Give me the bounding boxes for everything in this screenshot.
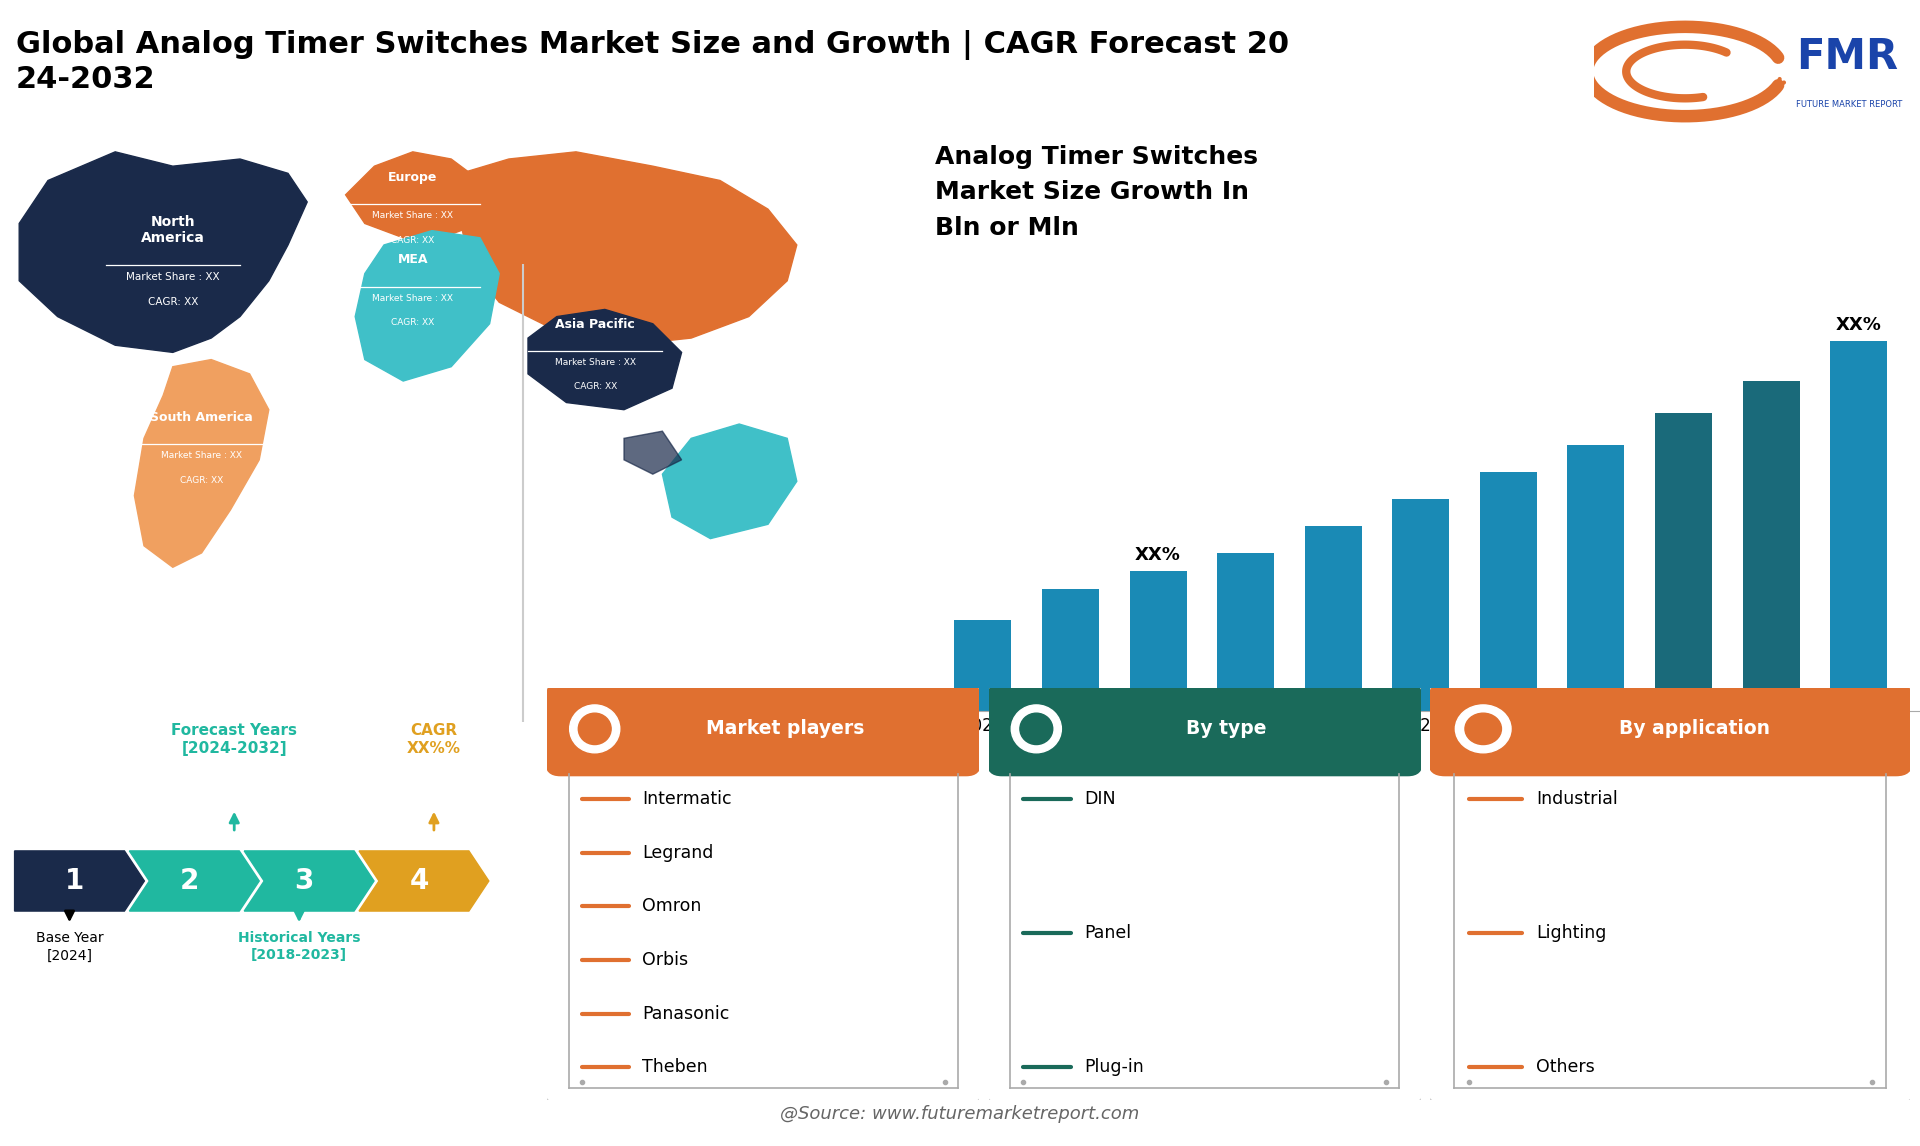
Circle shape: [570, 705, 620, 753]
Polygon shape: [134, 360, 269, 567]
Text: Analog Timer Switches
Market Size Growth In
Bln or Mln: Analog Timer Switches Market Size Growth…: [935, 144, 1258, 240]
Text: 4: 4: [409, 868, 428, 895]
Bar: [1480, 472, 1536, 711]
FancyBboxPatch shape: [1428, 683, 1912, 776]
Circle shape: [1012, 705, 1062, 753]
Polygon shape: [19, 152, 307, 353]
Text: Market Share : XX: Market Share : XX: [161, 452, 242, 461]
Polygon shape: [624, 431, 682, 474]
Text: Orbis: Orbis: [641, 951, 689, 968]
Circle shape: [1020, 713, 1052, 745]
Text: CAGR: XX: CAGR: XX: [180, 476, 223, 485]
Circle shape: [578, 713, 611, 745]
Text: 2: 2: [180, 868, 200, 895]
Circle shape: [1455, 705, 1511, 753]
Bar: [1129, 571, 1187, 711]
Polygon shape: [662, 424, 797, 539]
Text: CAGR
XX%%: CAGR XX%%: [407, 723, 461, 756]
Polygon shape: [528, 309, 682, 409]
Text: DIN: DIN: [1085, 790, 1116, 808]
Text: Market players: Market players: [707, 720, 864, 738]
Bar: [1043, 589, 1098, 711]
Bar: [1567, 445, 1624, 711]
Text: CAGR: XX: CAGR: XX: [392, 317, 434, 327]
Text: XX%: XX%: [1836, 315, 1882, 333]
Text: XX%: XX%: [1135, 545, 1181, 564]
Text: Intermatic: Intermatic: [641, 790, 732, 808]
Bar: [1743, 382, 1799, 711]
Text: @Source: www.futuremarketreport.com: @Source: www.futuremarketreport.com: [780, 1106, 1140, 1123]
Text: Industrial: Industrial: [1536, 790, 1619, 808]
FancyBboxPatch shape: [1428, 685, 1912, 1102]
Text: Panel: Panel: [1085, 924, 1131, 942]
FancyBboxPatch shape: [545, 683, 981, 776]
Text: By application: By application: [1619, 720, 1770, 738]
Polygon shape: [355, 230, 499, 380]
Text: Europe: Europe: [388, 171, 438, 185]
Bar: [954, 620, 1012, 711]
Text: Market Share : XX: Market Share : XX: [372, 211, 453, 220]
Text: Asia Pacific: Asia Pacific: [555, 317, 636, 331]
FancyBboxPatch shape: [987, 685, 1423, 1102]
Text: Lighting: Lighting: [1536, 924, 1607, 942]
Bar: [1306, 526, 1361, 711]
FancyBboxPatch shape: [545, 685, 981, 1102]
Text: FMR: FMR: [1795, 36, 1899, 78]
Text: Omron: Omron: [641, 897, 701, 916]
Text: CAGR: XX: CAGR: XX: [148, 297, 198, 306]
Polygon shape: [461, 152, 797, 345]
Text: By type: By type: [1187, 720, 1267, 738]
FancyBboxPatch shape: [987, 683, 1423, 776]
Text: Legrand: Legrand: [641, 843, 714, 862]
Text: Plug-in: Plug-in: [1085, 1058, 1144, 1076]
Bar: [1655, 413, 1713, 711]
Text: Historical Years
[2018-2023]: Historical Years [2018-2023]: [238, 931, 361, 963]
Text: 3: 3: [294, 868, 313, 895]
Polygon shape: [15, 850, 144, 911]
Text: Market Share : XX: Market Share : XX: [372, 293, 453, 303]
Text: FUTURE MARKET REPORT: FUTURE MARKET REPORT: [1795, 100, 1903, 109]
Text: Global Analog Timer Switches Market Size and Growth | CAGR Forecast 20
24-2032: Global Analog Timer Switches Market Size…: [15, 30, 1288, 94]
Polygon shape: [129, 850, 259, 911]
Text: Market Share : XX: Market Share : XX: [127, 272, 219, 282]
Text: Theben: Theben: [641, 1058, 708, 1076]
Text: North
America: North America: [140, 214, 205, 245]
Text: Panasonic: Panasonic: [641, 1005, 730, 1022]
Text: Others: Others: [1536, 1058, 1596, 1076]
Bar: [1217, 552, 1275, 711]
Bar: [1392, 499, 1450, 711]
Text: Base Year
[2024]: Base Year [2024]: [36, 931, 104, 963]
Bar: [1830, 340, 1887, 711]
Text: 1: 1: [65, 868, 84, 895]
Text: South America: South America: [150, 411, 253, 424]
Text: CAGR: XX: CAGR: XX: [574, 383, 616, 392]
Circle shape: [1465, 713, 1501, 745]
Text: CAGR: XX: CAGR: XX: [392, 236, 434, 244]
Text: Forecast Years
[2024-2032]: Forecast Years [2024-2032]: [171, 723, 298, 756]
Polygon shape: [346, 152, 499, 238]
Polygon shape: [244, 850, 374, 911]
Text: MEA: MEA: [397, 253, 428, 266]
Text: Market Share : XX: Market Share : XX: [555, 358, 636, 367]
Polygon shape: [359, 850, 490, 911]
